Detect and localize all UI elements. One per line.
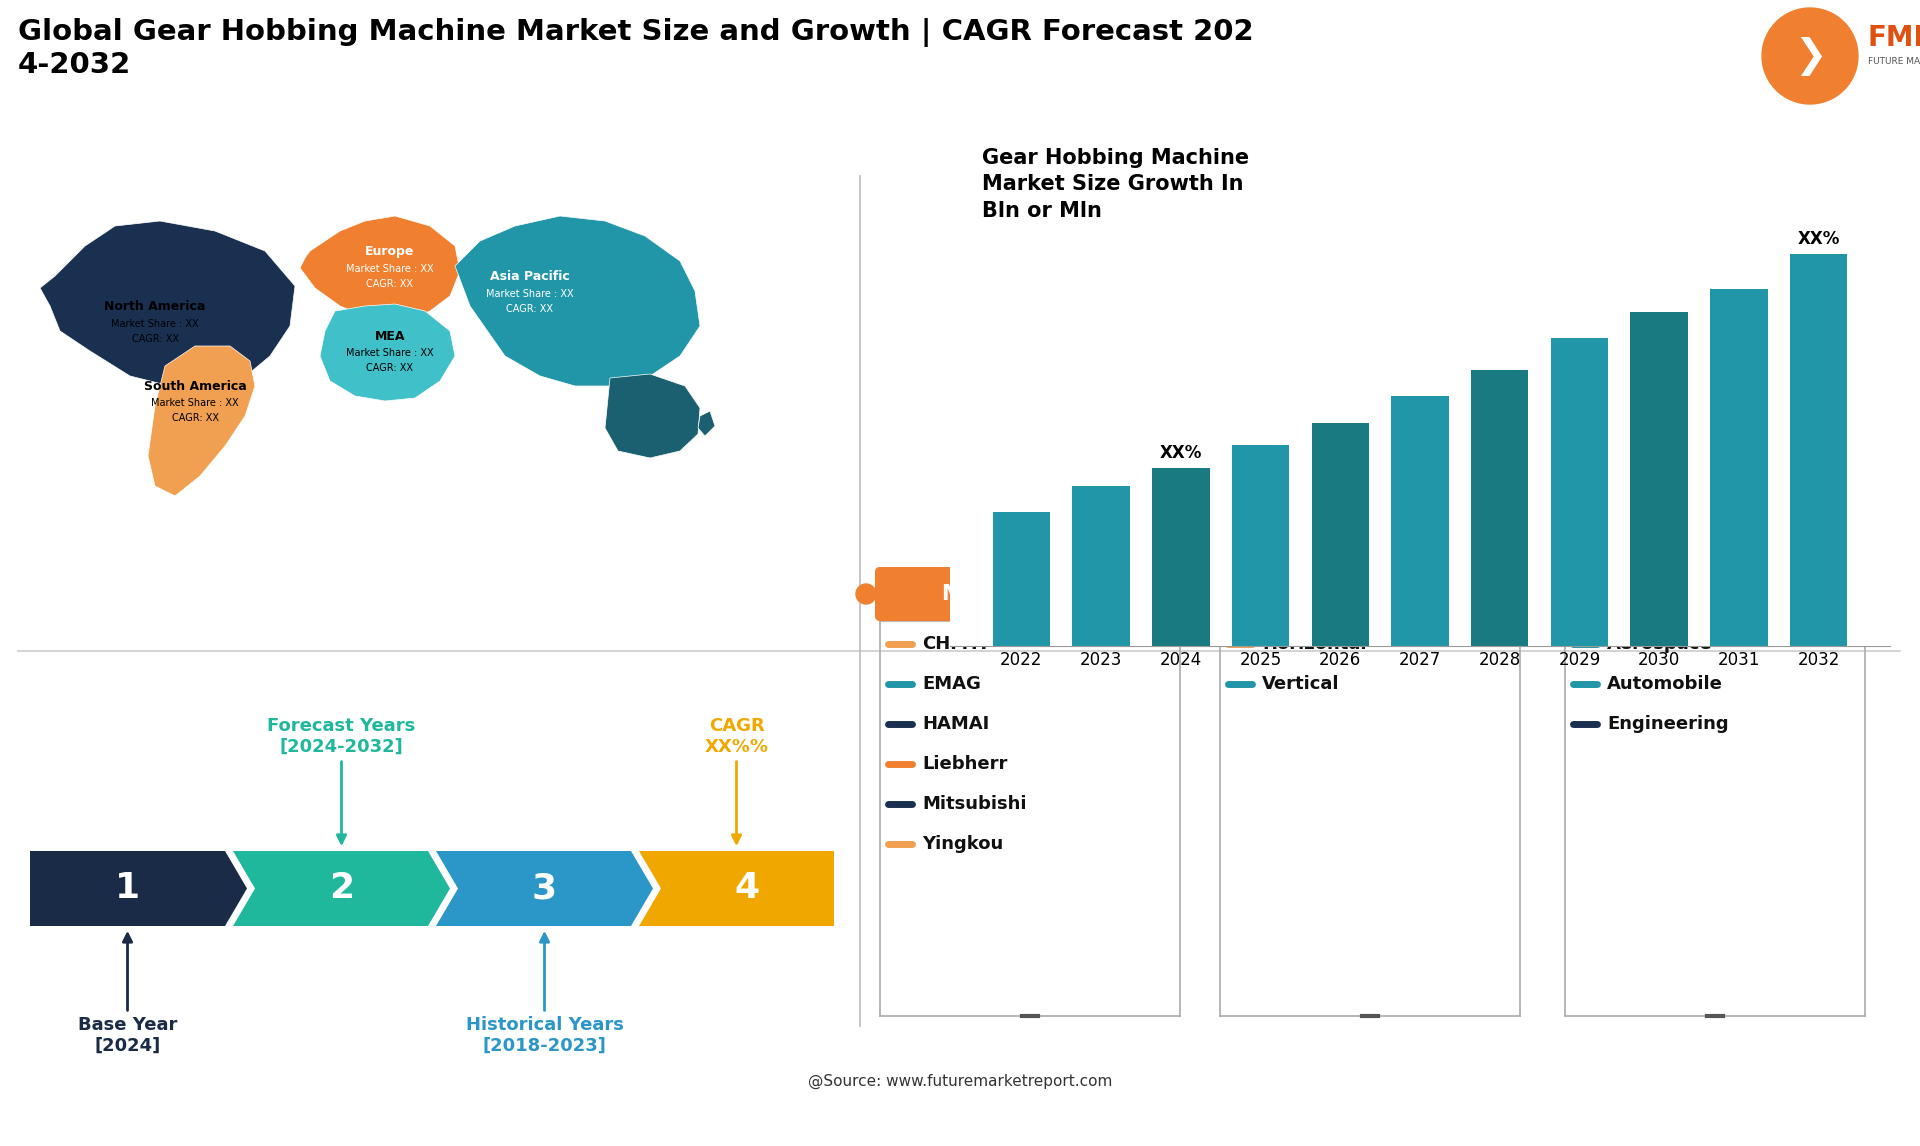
Text: Horizontal: Horizontal (1261, 635, 1367, 653)
Text: @Source: www.futuremarketreport.com: @Source: www.futuremarketreport.com (808, 1074, 1112, 1089)
Circle shape (1196, 584, 1215, 604)
Text: CAGR: XX: CAGR: XX (131, 333, 179, 344)
Polygon shape (455, 215, 701, 386)
Text: By application: By application (1632, 584, 1799, 604)
Text: EMAG: EMAG (922, 675, 981, 693)
Text: 3: 3 (532, 871, 557, 905)
Text: FMR: FMR (1868, 24, 1920, 52)
Circle shape (1542, 584, 1561, 604)
Text: FUTURE MARKET REPORT: FUTURE MARKET REPORT (1868, 56, 1920, 65)
FancyBboxPatch shape (1215, 567, 1524, 621)
Bar (993, 512, 1050, 646)
Text: Base Year
[2024]: Base Year [2024] (79, 934, 177, 1054)
Polygon shape (232, 851, 449, 926)
Text: Market players: Market players (943, 584, 1117, 604)
Text: Mitsubishi: Mitsubishi (922, 795, 1027, 813)
Text: 4-2032: 4-2032 (17, 52, 131, 79)
Polygon shape (639, 851, 833, 926)
Text: Europe: Europe (365, 244, 415, 258)
Bar (1311, 423, 1369, 646)
Bar (1551, 338, 1609, 646)
Text: By type: By type (1325, 584, 1415, 604)
Polygon shape (31, 851, 248, 926)
Text: Market Share : XX: Market Share : XX (111, 319, 200, 329)
Text: Asia Pacific: Asia Pacific (490, 269, 570, 283)
Bar (1073, 486, 1129, 646)
Polygon shape (321, 304, 455, 401)
Circle shape (856, 584, 876, 604)
Text: Market Share : XX: Market Share : XX (152, 398, 238, 408)
Text: Engineering: Engineering (1607, 715, 1728, 733)
Bar (1233, 446, 1288, 646)
Text: 1: 1 (115, 871, 140, 905)
Text: 4: 4 (735, 871, 760, 905)
Bar (1711, 289, 1768, 646)
Polygon shape (300, 215, 461, 321)
Text: Market Share : XX: Market Share : XX (346, 264, 434, 274)
Polygon shape (148, 346, 255, 496)
Bar (1471, 370, 1528, 646)
Text: Vertical: Vertical (1261, 675, 1340, 693)
FancyBboxPatch shape (876, 567, 1185, 621)
FancyBboxPatch shape (1559, 567, 1870, 621)
Polygon shape (699, 411, 714, 435)
Text: Global Gear Hobbing Machine Market Size and Growth | CAGR Forecast 202: Global Gear Hobbing Machine Market Size … (17, 18, 1254, 47)
Polygon shape (605, 374, 701, 458)
Text: Market Share : XX: Market Share : XX (486, 289, 574, 299)
Text: MEA: MEA (374, 330, 405, 343)
Bar (1152, 468, 1210, 646)
Text: CAGR: XX: CAGR: XX (507, 304, 553, 314)
Text: CAGR: XX: CAGR: XX (171, 413, 219, 423)
Text: Forecast Years
[2024-2032]: Forecast Years [2024-2032] (267, 717, 415, 843)
Bar (1789, 253, 1847, 646)
Polygon shape (40, 221, 296, 391)
Text: ❯: ❯ (1793, 37, 1826, 76)
Polygon shape (436, 851, 653, 926)
Text: Automobile: Automobile (1607, 675, 1722, 693)
Text: 2: 2 (328, 871, 353, 905)
Text: Gear Hobbing Machine
Market Size Growth In
Bln or Mln: Gear Hobbing Machine Market Size Growth … (981, 148, 1248, 220)
Text: CAGR
XX%%: CAGR XX%% (705, 717, 768, 843)
Text: XX%: XX% (1797, 230, 1839, 249)
Text: Yingkou: Yingkou (922, 835, 1004, 853)
Text: Market Share : XX: Market Share : XX (346, 348, 434, 358)
Bar (1392, 397, 1450, 646)
Text: Historical Years
[2018-2023]: Historical Years [2018-2023] (465, 934, 624, 1054)
Text: HAMAI: HAMAI (922, 715, 989, 733)
Text: CHMTI: CHMTI (922, 635, 987, 653)
Text: CAGR: XX: CAGR: XX (367, 363, 413, 372)
Text: North America: North America (104, 299, 205, 313)
Text: XX%: XX% (1160, 445, 1202, 462)
Text: South America: South America (144, 379, 246, 392)
Text: Liebherr: Liebherr (922, 755, 1008, 774)
Text: Aerospace: Aerospace (1607, 635, 1713, 653)
Polygon shape (1763, 8, 1859, 104)
Text: CAGR: XX: CAGR: XX (367, 278, 413, 289)
Bar (1630, 312, 1688, 646)
